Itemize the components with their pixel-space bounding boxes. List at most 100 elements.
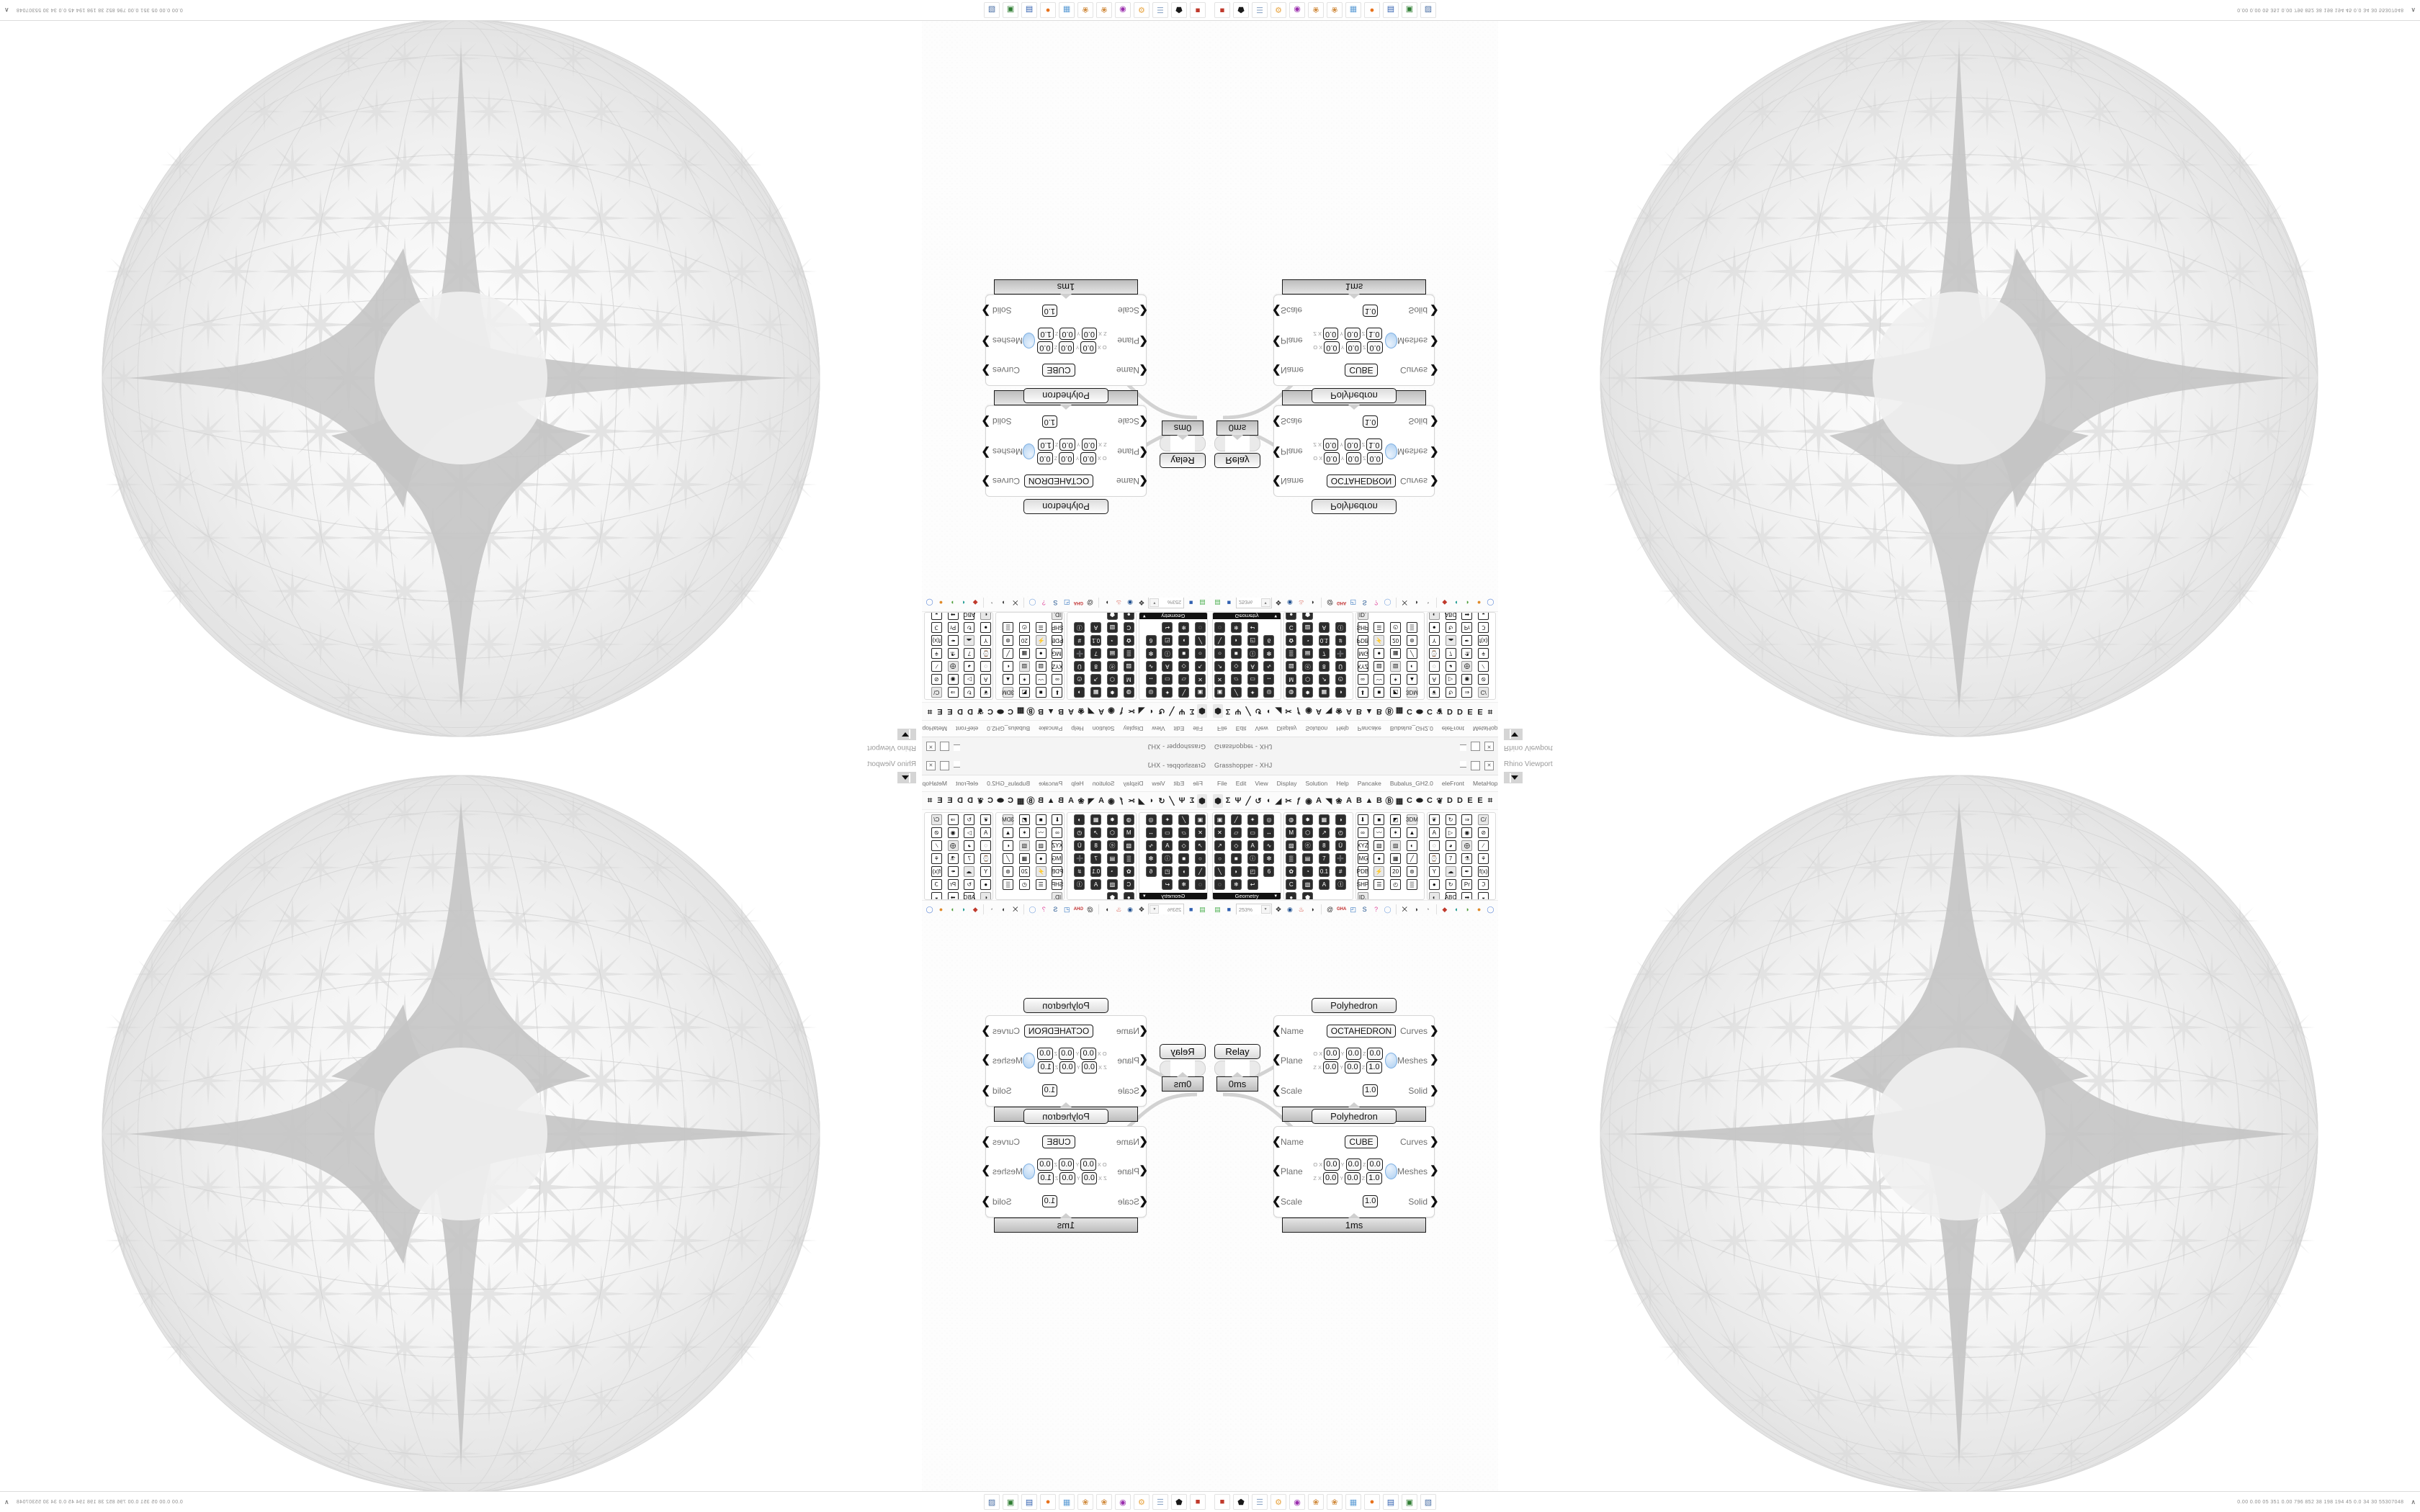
- ribbon-component-icon[interactable]: ☰: [1035, 622, 1047, 633]
- tab-addon-c2-icon[interactable]: ⬬: [1416, 796, 1423, 805]
- ribbon-component-icon[interactable]: M: [1286, 674, 1297, 685]
- ribbon-component-icon[interactable]: C: [1286, 879, 1297, 890]
- component-caption[interactable]: Polyhedron: [1023, 388, 1108, 403]
- tab-addon-a1-icon[interactable]: A: [1098, 796, 1104, 805]
- ribbon-component-icon[interactable]: ◒: [931, 612, 942, 620]
- ribbon-component-icon[interactable]: A: [1090, 879, 1102, 890]
- ribbon-component-icon[interactable]: ↗: [1214, 661, 1225, 672]
- ribbon-component-icon[interactable]: #: [1074, 866, 1085, 877]
- help-bag-icon[interactable]: ?: [1374, 906, 1379, 913]
- shade-icon[interactable]: ◑: [1002, 906, 1006, 913]
- tab-addon-a3-icon[interactable]: ❀: [1077, 706, 1085, 716]
- plane-origin-z[interactable]: 0.0: [1037, 452, 1053, 464]
- ribbon-component-icon[interactable]: ◐: [980, 612, 992, 620]
- ribbon-component-icon[interactable]: ❇: [1263, 853, 1275, 864]
- menu-item-help[interactable]: Help: [1071, 780, 1084, 787]
- gh-canvas[interactable]: Relay 0ms Polyhedron ❮ Name OCTAHEDRON Curve…: [1210, 914, 1498, 1496]
- ribbon-component-icon[interactable]: ⇒: [1461, 687, 1473, 698]
- preview-mesh-icon[interactable]: ◗: [1311, 906, 1315, 913]
- plane-origin-y[interactable]: 0.0: [1345, 452, 1361, 464]
- chevron-down-icon[interactable]: ▼: [1273, 894, 1278, 899]
- taskbar-app-terminal[interactable]: ▣: [1003, 2, 1018, 18]
- ribbon-component-icon[interactable]: ⊛: [1406, 866, 1417, 877]
- wire-display-icon[interactable]: ⨉: [1013, 905, 1018, 913]
- tab-addon-e2-icon[interactable]: E: [1477, 707, 1483, 716]
- ribbon-component-icon[interactable]: ◐: [1406, 661, 1417, 672]
- plane-origin-x[interactable]: 0.0: [1324, 1158, 1340, 1171]
- menu-item-display[interactable]: Display: [1123, 725, 1144, 732]
- ribbon-component-icon[interactable]: ✦: [1162, 687, 1173, 698]
- ribbon-component-icon[interactable]: ▨: [1123, 661, 1134, 672]
- maximize-button[interactable]: [1471, 760, 1480, 770]
- tab-addon-b2-icon[interactable]: ▲: [1047, 796, 1055, 805]
- output-connector[interactable]: ❯: [1430, 475, 1439, 487]
- tab-addon-a1-icon[interactable]: A: [1316, 707, 1322, 716]
- plane-zaxis-y[interactable]: 0.0: [1345, 1172, 1361, 1184]
- rhino-icon[interactable]: ◆: [972, 599, 978, 607]
- ribbon-component-icon[interactable]: ⬟: [1302, 612, 1314, 620]
- ribbon-component-icon[interactable]: ◍: [1123, 814, 1134, 825]
- ribbon-component-icon[interactable]: ⬇: [1052, 814, 1063, 825]
- ribbon-component-icon[interactable]: Pr: [1461, 879, 1473, 890]
- ribbon-component-icon[interactable]: ●: [1428, 879, 1440, 890]
- plane-zaxis-x[interactable]: 0.0: [1323, 328, 1339, 340]
- ribbon-component-icon[interactable]: ╱: [1003, 648, 1014, 659]
- taskbar-app-display[interactable]: ▧: [984, 2, 1000, 18]
- taskbar-app-media[interactable]: ◉: [1115, 1494, 1131, 1510]
- tab-addon-c1-icon[interactable]: C: [1008, 707, 1013, 716]
- ribbon-component-icon[interactable]: ╱: [1406, 853, 1417, 864]
- input-connector[interactable]: ❮: [1139, 336, 1148, 348]
- ribbon-component-icon[interactable]: A: [1090, 622, 1102, 633]
- tab-addon-d1-icon[interactable]: D: [967, 707, 973, 716]
- profiler-icon[interactable]: ◯: [1384, 905, 1392, 913]
- ribbon-component-icon[interactable]: A: [1247, 661, 1258, 672]
- ribbon-component-icon[interactable]: ▱: [1230, 827, 1242, 838]
- ribbon-component-icon[interactable]: ▱: [1178, 827, 1190, 838]
- ribbon-component-icon[interactable]: ABC: [964, 892, 975, 900]
- ribbon-component-icon[interactable]: ■: [1230, 853, 1242, 864]
- input-connector[interactable]: ❮: [1139, 446, 1148, 459]
- tab-addon-d2-icon[interactable]: D: [1457, 796, 1463, 805]
- ribbon-component-icon[interactable]: A: [980, 674, 992, 685]
- tab-addon-b4-icon[interactable]: Ⓑ: [1385, 706, 1394, 715]
- menu-item-elefront[interactable]: eleFront: [955, 725, 979, 732]
- ribbon-component-icon[interactable]: ∿: [1263, 661, 1275, 672]
- ribbon-component-icon[interactable]: ⬡: [1106, 674, 1118, 685]
- ribbon-component-icon[interactable]: ■: [1373, 814, 1385, 825]
- tab-addon-c1-icon[interactable]: C: [1407, 796, 1412, 805]
- menu-item-edit[interactable]: Edit: [1173, 780, 1185, 787]
- tab-sets-icon[interactable]: Ψ: [1178, 707, 1186, 716]
- ribbon-component-icon[interactable]: ◴: [1390, 879, 1402, 890]
- ribbon-component-icon[interactable]: ⌚: [980, 648, 992, 659]
- ribbon-component-icon[interactable]: 7: [964, 853, 975, 864]
- plane-origin-y[interactable]: 0.0: [1059, 1048, 1075, 1060]
- minimize-button[interactable]: [954, 760, 960, 768]
- ribbon-component-icon[interactable]: ◌: [1428, 840, 1440, 851]
- input-connector[interactable]: ❮: [1139, 1084, 1148, 1097]
- component-polyhedron-octahedron[interactable]: Polyhedron ❮ Name OCTAHEDRON Curves ❯ ❮ Plane O X…: [1272, 998, 1439, 1122]
- ribbon-component-icon[interactable]: ▨: [1286, 661, 1297, 672]
- input-connector[interactable]: ❮: [1139, 1053, 1148, 1066]
- ribbon-component-icon[interactable]: ╱: [1003, 853, 1014, 864]
- menu-item-elefront[interactable]: eleFront: [1441, 725, 1465, 732]
- tab-params-icon[interactable]: ⬢: [1197, 793, 1207, 808]
- component-caption[interactable]: Polyhedron: [1023, 499, 1108, 514]
- gh-canvas[interactable]: Relay 0ms Polyhedron ❮ Name OCTAHEDRON Curve…: [922, 914, 1210, 1496]
- ribbon-component-icon[interactable]: Υ: [980, 635, 992, 646]
- tab-addon-c0-icon[interactable]: ▦: [1016, 796, 1025, 806]
- tab-addon-c4-icon[interactable]: ❦: [977, 706, 984, 716]
- ribbon-component-icon[interactable]: ↻: [964, 879, 975, 890]
- plane-origin-x[interactable]: 0.0: [1080, 1048, 1096, 1060]
- ribbon-component-icon[interactable]: ●: [980, 622, 992, 633]
- ribbon-component-icon[interactable]: 3DM: [1406, 814, 1418, 825]
- ribbon-component-icon[interactable]: ◍: [1123, 687, 1134, 698]
- ribbon-component-icon[interactable]: ⚘: [931, 648, 942, 659]
- tab-addon-d2-icon[interactable]: D: [957, 796, 963, 805]
- ribbon-component-icon[interactable]: ▧: [1302, 879, 1314, 890]
- tab-addon-c0-icon[interactable]: ▦: [1395, 796, 1404, 806]
- taskbar-app-paint-a[interactable]: ❀: [1096, 2, 1112, 18]
- ribbon-component-icon[interactable]: ABC: [1445, 892, 1456, 899]
- ribbon-component-icon[interactable]: ▨: [1018, 661, 1030, 672]
- plane-zaxis-z[interactable]: 1.0: [1366, 1172, 1382, 1184]
- ribbon-component-icon[interactable]: ✒: [1461, 635, 1473, 646]
